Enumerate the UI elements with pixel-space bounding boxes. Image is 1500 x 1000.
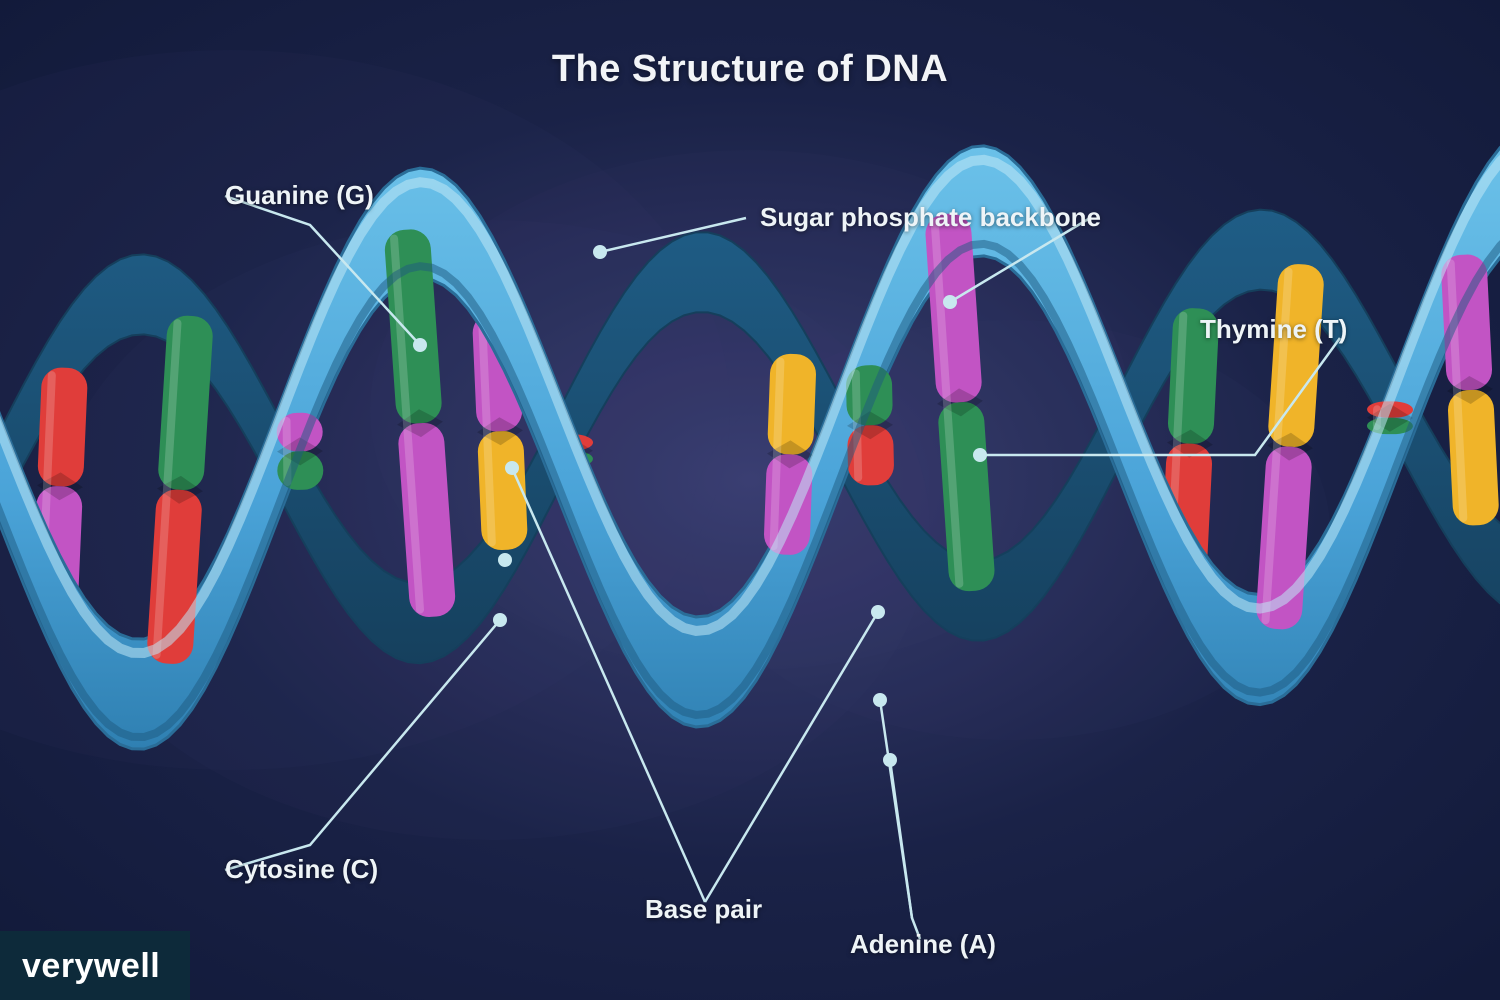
label-cytosine: Cytosine (C) — [225, 854, 378, 885]
brand-logo: verywell — [0, 931, 190, 1000]
label-thymine: Thymine (T) — [1200, 314, 1347, 345]
base-pair — [846, 365, 895, 486]
dna-diagram — [0, 0, 1500, 1000]
label-adenine: Adenine (A) — [850, 929, 996, 960]
label-basepair: Base pair — [645, 894, 762, 925]
diagram-title: The Structure of DNA — [0, 48, 1500, 91]
label-backbone: Sugar phosphate backbone — [760, 202, 1101, 233]
label-guanine: Guanine (G) — [225, 180, 374, 211]
